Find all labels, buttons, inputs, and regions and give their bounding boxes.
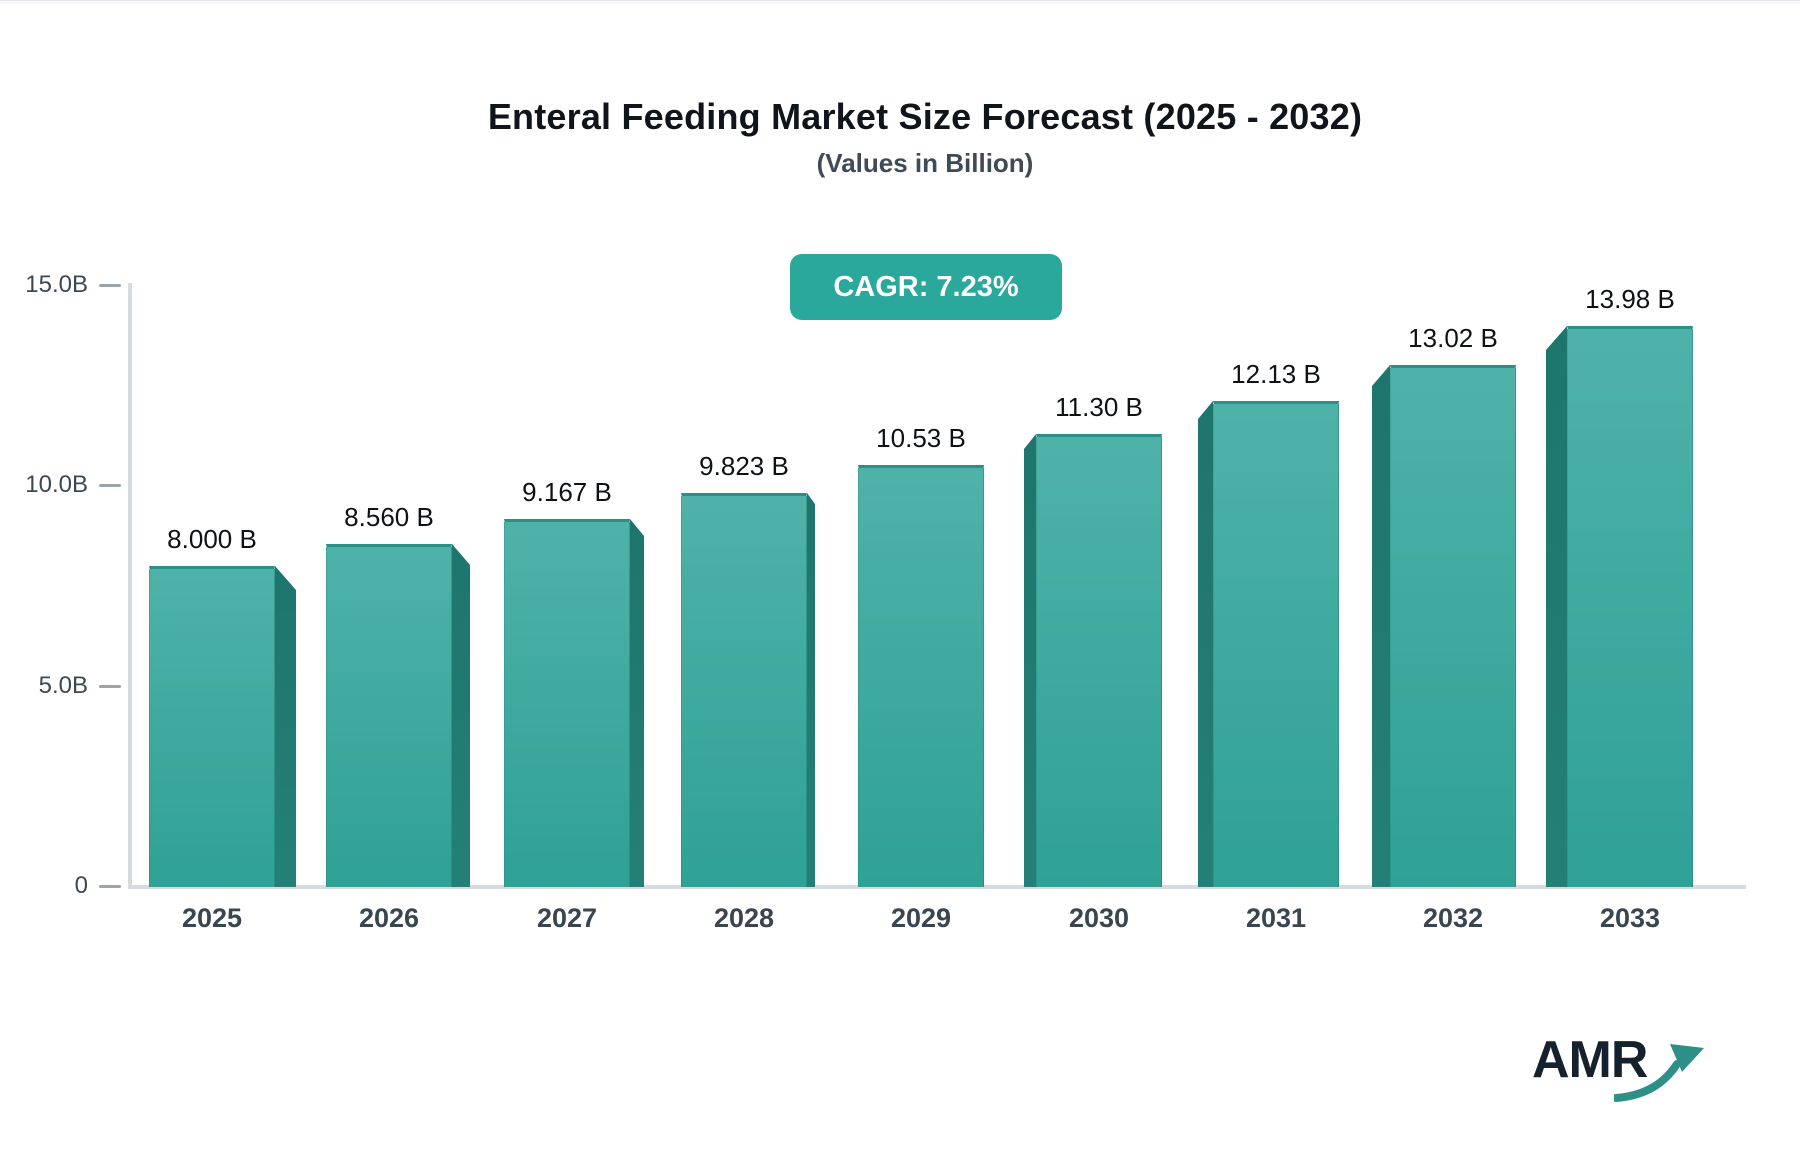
chart-title: Enteral Feeding Market Size Forecast (20… — [487, 96, 1363, 137]
bar-value-label: 11.30 B — [1055, 392, 1143, 422]
bar-value-label: 13.98 B — [1585, 284, 1675, 314]
bar-side-face — [1372, 365, 1390, 887]
x-tick-label-2028: 2028 — [713, 903, 775, 933]
bar-side-face — [807, 493, 815, 887]
growth-arrow-icon — [1614, 1044, 1704, 1102]
bar-value-label: 12.13 B — [1231, 359, 1321, 389]
bar-2026[interactable] — [326, 544, 452, 887]
cagr-badge-label: CAGR: 7.23% — [833, 270, 1019, 303]
bar-side-face — [275, 566, 296, 887]
y-tick-mark — [99, 283, 121, 287]
bar-2029[interactable] — [858, 465, 984, 887]
bar-value-label: 13.02 B — [1408, 323, 1498, 353]
x-tick-label-2025: 2025 — [181, 903, 243, 933]
amr-logo-text: AMR — [1532, 1031, 1648, 1089]
bar-2030[interactable] — [1036, 434, 1162, 887]
y-tick-mark — [99, 484, 121, 487]
bar-value-label: 9.167 B — [522, 477, 612, 507]
bar-value-label: 8.000 B — [167, 524, 257, 554]
x-tick-label-2031: 2031 — [1245, 903, 1307, 933]
y-tick-label: 15.0B — [25, 270, 88, 298]
page-top-border — [0, 0, 1800, 4]
y-tick-label: 10.0B — [25, 471, 88, 498]
x-tick-label-2030: 2030 — [1068, 903, 1130, 933]
bar-side-face — [1024, 434, 1036, 887]
x-tick-label-2026: 2026 — [358, 903, 420, 933]
x-tick-label-2029: 2029 — [890, 903, 952, 933]
bar-side-face — [1546, 326, 1567, 887]
bar-2028[interactable] — [681, 493, 807, 887]
bar-value-label: 8.560 B — [344, 502, 434, 532]
chart-subtitle: (Values in Billion) — [816, 148, 1034, 178]
bar-2032[interactable] — [1390, 365, 1516, 887]
y-tick-label: 5.0B — [38, 671, 88, 699]
bar-side-face — [630, 519, 644, 887]
x-tick-label-2027: 2027 — [536, 903, 598, 933]
amr-logo: AMR — [1532, 1030, 1732, 1110]
y-tick-label: 0 — [74, 872, 88, 899]
bar-2027[interactable] — [504, 519, 630, 887]
bar-2033[interactable] — [1567, 326, 1693, 887]
x-tick-label-2032: 2032 — [1422, 903, 1484, 933]
x-axis-line — [128, 885, 1746, 889]
bar-2025[interactable] — [149, 566, 275, 887]
y-tick-mark — [99, 684, 121, 688]
x-tick-label-2033: 2033 — [1599, 903, 1661, 933]
bar-side-face — [452, 544, 470, 887]
bar-value-label: 10.53 B — [876, 423, 966, 453]
y-tick-mark — [99, 885, 121, 888]
bar-side-face — [1198, 401, 1213, 887]
bar-value-label: 9.823 B — [699, 451, 789, 481]
cagr-badge: CAGR: 7.23% — [790, 254, 1062, 320]
y-axis-line — [128, 283, 132, 889]
bar-2031[interactable] — [1213, 401, 1339, 887]
